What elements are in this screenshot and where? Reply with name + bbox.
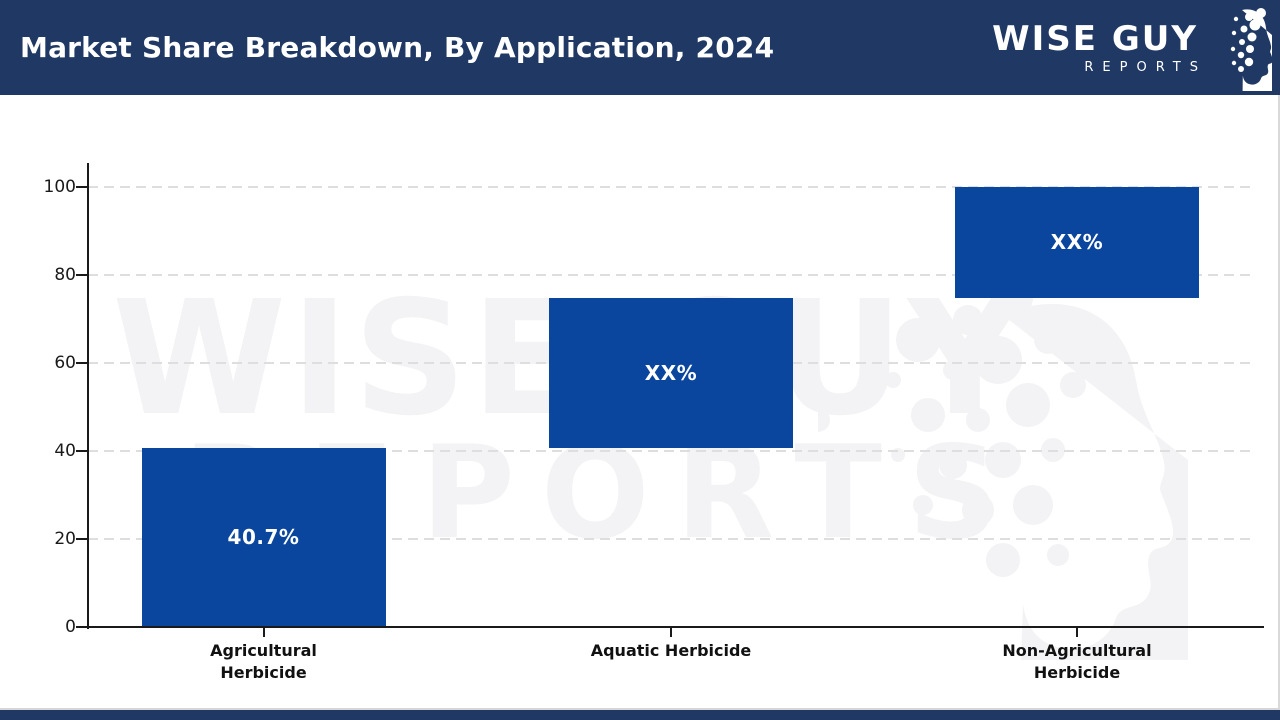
watermark-face-icon [818, 278, 1188, 660]
y-axis-spine [87, 163, 89, 629]
y-gridline [88, 186, 1252, 188]
y-gridline [88, 538, 1252, 540]
logo-face-icon [1230, 7, 1272, 91]
bar-segment: XX% [955, 187, 1199, 298]
wise-guy-reports-logo: WISE GUY REPORTS [992, 5, 1272, 91]
header-banner: Market Share Breakdown, By Application, … [0, 0, 1280, 95]
page-title: Market Share Breakdown, By Application, … [20, 31, 775, 64]
category-label: Aquatic Herbicide [590, 641, 752, 660]
x-tick-mark [670, 627, 672, 637]
bar-value-label: XX% [1050, 230, 1104, 255]
y-tick-label: 60 [54, 353, 76, 373]
category-label: Agricultural Herbicide [210, 641, 317, 682]
y-tick-label: 100 [43, 177, 76, 197]
y-tick-mark [76, 450, 88, 452]
x-tick-mark [262, 627, 265, 637]
y-tick-mark [76, 362, 88, 364]
y-tick-label: 20 [54, 529, 76, 549]
y-tick-label: 80 [54, 265, 76, 285]
logo-subtitle: REPORTS [1084, 59, 1207, 75]
logo-wordmark: WISE GUY [992, 18, 1198, 59]
y-gridline [88, 274, 1252, 276]
y-tick-mark [76, 274, 88, 276]
footer-bar [0, 708, 1280, 720]
y-tick-label: 40 [54, 441, 76, 461]
y-gridline [88, 450, 1252, 452]
category-label: Non-Agricultural Herbicide [1002, 641, 1152, 682]
chart-area: WISE GUY REPORTS 40.7% XX% X [0, 95, 1280, 710]
bar-segment: 40.7% [141, 447, 386, 627]
logo-text: WISE GUY REPORTS [992, 22, 1198, 74]
x-axis-spine [86, 626, 1264, 628]
x-tick-mark [1076, 627, 1078, 637]
bar-value-label: XX% [644, 360, 698, 385]
bar-value-label: 40.7% [227, 525, 300, 550]
y-tick-mark [76, 626, 88, 628]
bar-segment: XX% [549, 297, 793, 448]
y-tick-mark [76, 538, 88, 540]
y-tick-mark [76, 186, 88, 188]
y-tick-label: 0 [65, 617, 76, 637]
